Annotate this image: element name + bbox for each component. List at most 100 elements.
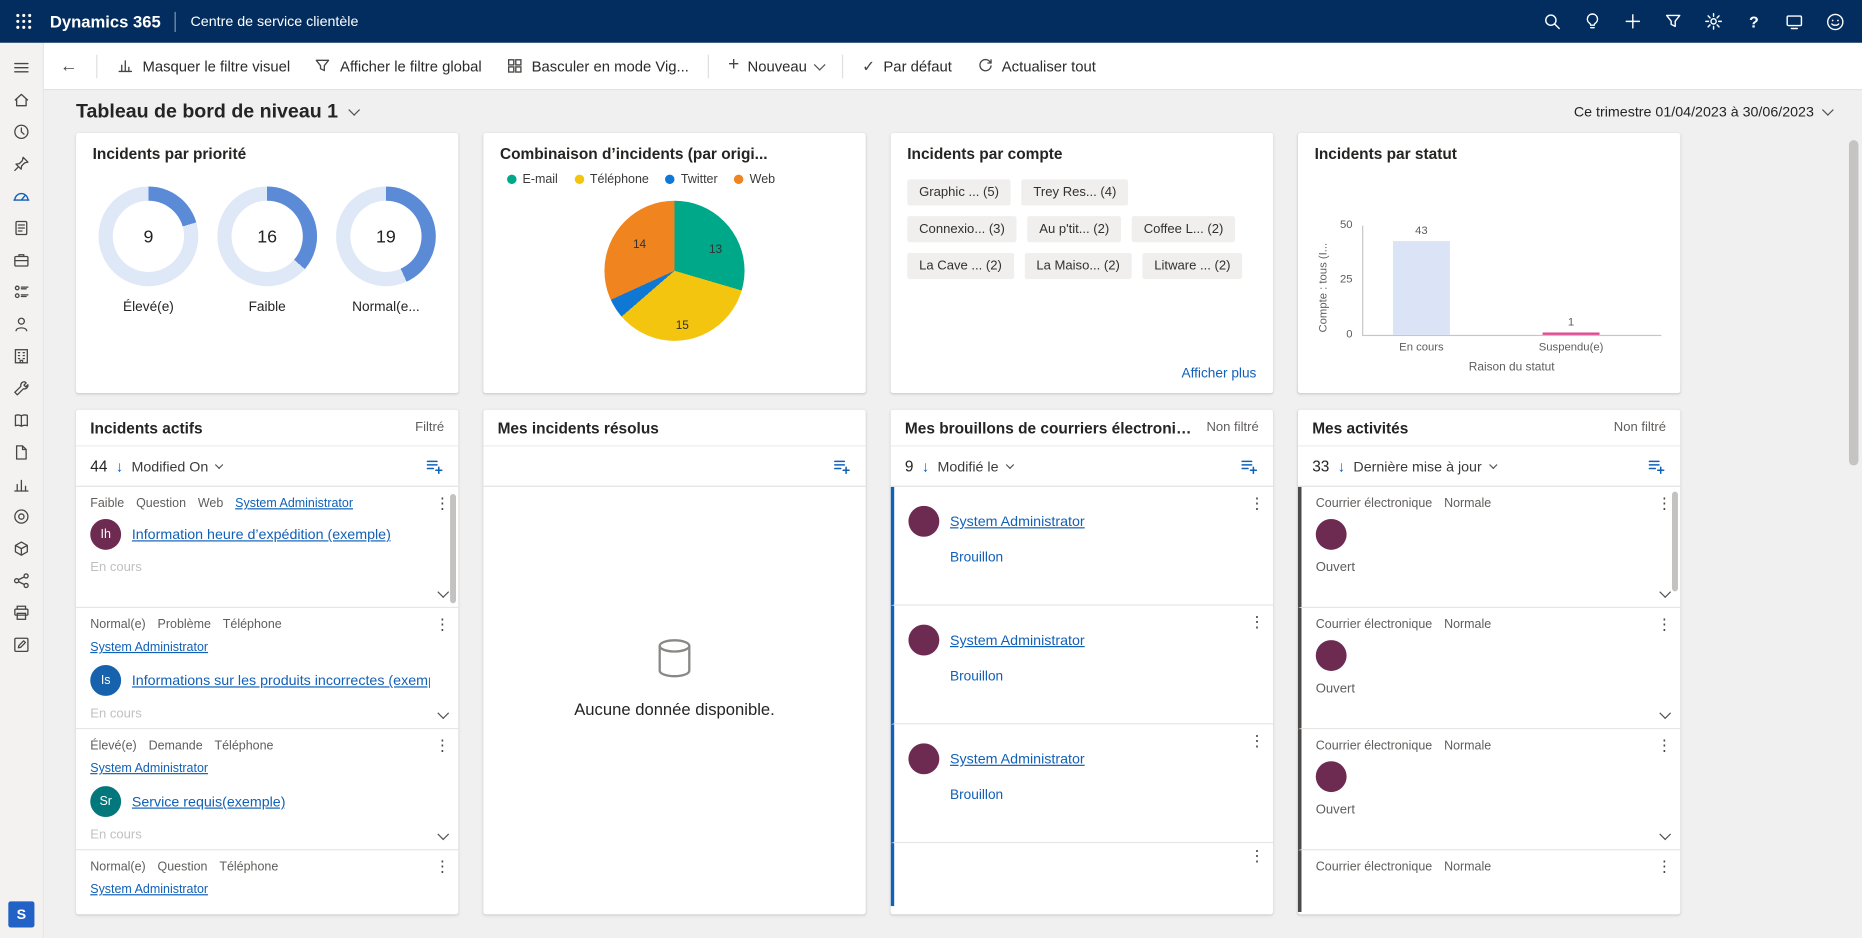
refresh-all-button[interactable]: Actualiser tout — [964, 42, 1108, 90]
new-button[interactable]: + Nouveau — [716, 42, 835, 90]
item-menu-button[interactable]: ⋮ — [434, 494, 451, 512]
lightbulb-icon[interactable] — [1572, 0, 1612, 43]
page-scrollbar[interactable] — [1848, 90, 1859, 933]
account-chip[interactable]: Coffee L... (2) — [1131, 216, 1236, 243]
screen-share-icon[interactable] — [1774, 0, 1814, 43]
app-name[interactable]: Centre de service clientèle — [190, 13, 359, 30]
expand-chevron-icon[interactable] — [437, 706, 449, 718]
bar[interactable] — [1392, 240, 1450, 335]
owner-link[interactable]: System Administrator — [950, 631, 1085, 649]
sort-descending-icon[interactable]: ↓ — [115, 457, 124, 475]
scrollbar-thumb[interactable] — [1848, 140, 1859, 466]
pinned-icon[interactable] — [0, 147, 43, 179]
case-list-item[interactable]: Normal(e) Problème Téléphone System Admi… — [76, 608, 459, 730]
bar[interactable] — [1542, 331, 1600, 335]
switch-tile-mode-button[interactable]: Basculer en mode Vig... — [494, 42, 701, 90]
owner-link[interactable]: System Administrator — [90, 882, 209, 897]
case-title-link[interactable]: Information heure d’expédition (exemple) — [131, 526, 391, 543]
item-menu-button[interactable]: ⋮ — [1249, 731, 1265, 750]
activities-icon[interactable] — [0, 211, 43, 243]
search-icon[interactable] — [1532, 0, 1572, 43]
item-menu-button[interactable]: ⋮ — [434, 615, 451, 633]
donut-chart[interactable]: 9 — [98, 186, 199, 287]
item-menu-button[interactable]: ⋮ — [1656, 736, 1672, 755]
services-wrench-icon[interactable] — [0, 372, 43, 404]
brand-title[interactable]: Dynamics 365 — [49, 11, 161, 31]
queues-icon[interactable] — [0, 276, 43, 308]
donut-chart[interactable]: 19 — [336, 186, 436, 287]
case-list-item[interactable]: Faible Question Web System Administrator… — [76, 487, 459, 608]
knowledge-book-icon[interactable] — [0, 404, 43, 436]
accounts-icon[interactable] — [0, 340, 43, 372]
dashboard-selector[interactable]: Tableau de bord de niveau 1 — [76, 100, 360, 123]
products-box-icon[interactable] — [0, 532, 43, 564]
stream-settings-icon[interactable] — [1240, 457, 1259, 476]
account-chip[interactable]: La Cave ... (2) — [907, 252, 1014, 280]
activity-list-item[interactable]: Courrier électronique Normale ⋮ Ouvert — [1297, 729, 1681, 851]
account-chip[interactable]: Trey Res... (4) — [1021, 179, 1129, 206]
expand-chevron-icon[interactable] — [437, 585, 449, 597]
item-menu-button[interactable]: ⋮ — [434, 857, 451, 876]
help-icon[interactable]: ? — [1734, 0, 1774, 43]
activity-list-item[interactable]: Courrier électronique Normale ⋮ — [1297, 850, 1680, 912]
back-button[interactable]: ← — [49, 42, 89, 90]
sort-field-selector[interactable]: Modifié le — [938, 458, 1014, 474]
list-scrollbar[interactable] — [1672, 491, 1678, 592]
account-avatar-icon[interactable] — [1815, 0, 1855, 43]
menu-icon[interactable] — [0, 51, 43, 83]
sort-field-selector[interactable]: Dernière mise à jour — [1353, 458, 1498, 474]
show-global-filter-button[interactable]: Afficher le filtre global — [302, 42, 494, 90]
expand-chevron-icon[interactable] — [1659, 585, 1671, 597]
donut-eleve[interactable]: 9 Élevé(e) — [95, 186, 202, 315]
owner-link[interactable]: System Administrator — [950, 750, 1085, 768]
sort-field-selector[interactable]: Modified On — [131, 458, 224, 474]
item-menu-button[interactable]: ⋮ — [1656, 615, 1672, 633]
bar-suspendu[interactable]: 1 — [1542, 315, 1600, 335]
filter-icon[interactable] — [1653, 0, 1693, 43]
hide-visual-filter-button[interactable]: Masquer le filtre visuel — [105, 42, 303, 90]
stream-settings-icon[interactable] — [1647, 457, 1666, 476]
item-menu-button[interactable]: ⋮ — [1249, 846, 1265, 865]
account-chip[interactable]: Au p'tit... (2) — [1027, 216, 1122, 243]
reports-chart-icon[interactable] — [0, 468, 43, 500]
connections-share-icon[interactable] — [0, 564, 43, 596]
owner-link[interactable]: System Administrator — [90, 761, 209, 776]
account-chip[interactable]: Graphic ... (5) — [907, 179, 1011, 206]
app-launcher-icon[interactable] — [0, 0, 48, 43]
settings-gear-icon[interactable] — [1693, 0, 1733, 43]
timeframe-selector[interactable]: Ce trimestre 01/04/2023 à 30/06/2023 — [1574, 103, 1833, 120]
goals-target-icon[interactable] — [0, 500, 43, 532]
documents-file-icon[interactable] — [0, 436, 43, 468]
notes-edit-icon[interactable] — [0, 628, 43, 660]
owner-link[interactable]: System Administrator — [90, 640, 209, 655]
item-menu-button[interactable]: ⋮ — [1249, 612, 1265, 631]
add-icon[interactable] — [1613, 0, 1653, 43]
bar-en-cours[interactable]: 43 — [1392, 224, 1450, 335]
account-chip[interactable]: Connexio... (3) — [907, 216, 1017, 243]
donut-faible[interactable]: 16 Faible — [214, 186, 321, 315]
account-chip[interactable]: La Maiso... (2) — [1024, 252, 1132, 280]
draft-list-item[interactable]: ⋮ — [890, 843, 1273, 907]
item-menu-button[interactable]: ⋮ — [1249, 494, 1265, 512]
donut-chart[interactable]: 16 — [217, 186, 318, 287]
expand-chevron-icon[interactable] — [437, 827, 449, 839]
draft-list-item[interactable]: ⋮ System Administrator Brouillon — [890, 486, 1273, 606]
item-menu-button[interactable]: ⋮ — [1656, 857, 1672, 876]
owner-link[interactable]: System Administrator — [235, 496, 353, 511]
home-icon[interactable] — [0, 83, 43, 115]
draft-list-item[interactable]: ⋮ System Administrator Brouillon — [890, 605, 1273, 725]
pie-chart[interactable]: 13 15 14 — [604, 200, 745, 341]
list-scrollbar[interactable] — [450, 494, 456, 604]
owner-link[interactable]: System Administrator — [950, 513, 1085, 530]
activity-list-item[interactable]: Courrier électronique Normale ⋮ Ouvert — [1297, 608, 1681, 730]
user-badge[interactable]: S — [8, 901, 35, 928]
sort-descending-icon[interactable]: ↓ — [1337, 457, 1346, 475]
donut-normale[interactable]: 19 Normal(e... — [333, 186, 440, 315]
stream-settings-icon[interactable] — [425, 457, 444, 476]
case-title-link[interactable]: Informations sur les produits incorrecte… — [131, 672, 430, 689]
activity-list-item[interactable]: Courrier électronique Normale ⋮ Ouvert — [1297, 486, 1681, 608]
case-list-item[interactable]: Normal(e) Question Téléphone System Admi… — [76, 850, 458, 912]
contacts-icon[interactable] — [0, 308, 43, 340]
item-menu-button[interactable]: ⋮ — [1656, 494, 1672, 512]
recent-clock-icon[interactable] — [0, 115, 43, 147]
